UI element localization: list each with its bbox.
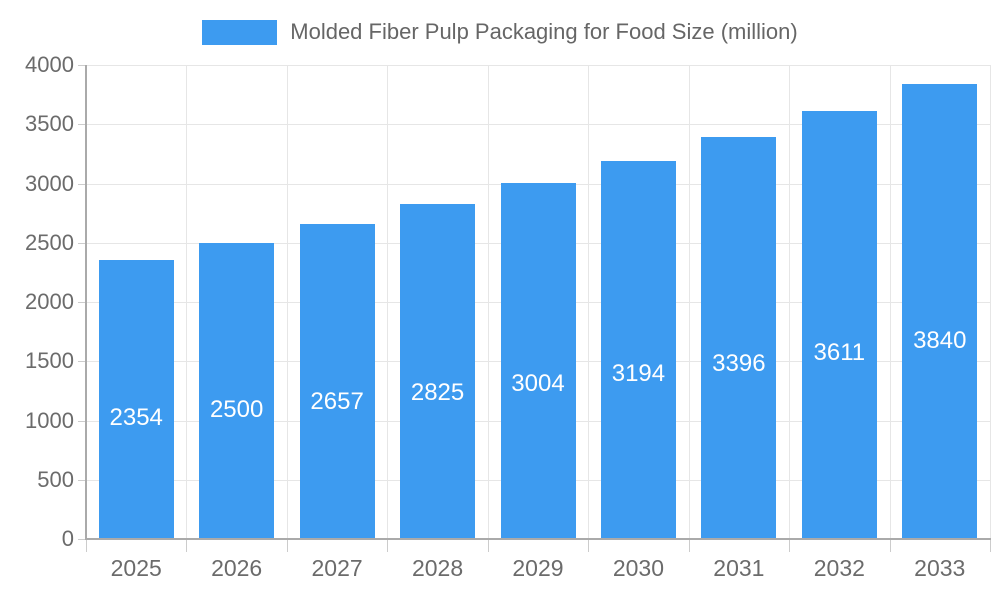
x-axis-tick-label: 2027 xyxy=(311,555,363,581)
bar-value-label: 3194 xyxy=(611,360,666,388)
y-axis-line xyxy=(85,65,87,540)
x-axis-tick-label: 2029 xyxy=(512,555,564,581)
y-axis-tick-label: 3000 xyxy=(25,170,74,196)
vertical-gridline xyxy=(588,65,589,539)
x-axis-tick-mark xyxy=(990,540,991,552)
vertical-gridline xyxy=(789,65,790,539)
bar-value-label: 2657 xyxy=(310,388,364,416)
vertical-gridline xyxy=(488,65,489,539)
plot-area: 2354 2500 2657 2825 3004 3194 3396 3611 3840 xyxy=(86,65,991,540)
y-axis-tick-mark xyxy=(78,65,86,66)
y-axis-tick-mark xyxy=(78,421,86,422)
y-axis-tick-label: 0 xyxy=(61,526,74,551)
y-axis-tick-label: 500 xyxy=(37,466,74,492)
y-axis-tick-label: 2500 xyxy=(25,229,74,255)
bar[interactable] xyxy=(299,224,375,539)
x-axis-tick-mark xyxy=(186,540,187,552)
x-axis-line xyxy=(85,538,991,540)
y-axis-tick-mark xyxy=(78,539,86,540)
y-axis-tick-mark xyxy=(78,302,86,303)
y-axis-tick-label: 1000 xyxy=(25,407,74,433)
y-axis-tick-labels: 0 500 1000 1500 2000 2500 3000 3500 4000 xyxy=(0,0,74,600)
horizontal-gridline xyxy=(86,65,990,66)
bar-value-label: 2500 xyxy=(209,396,264,424)
y-axis-tick-mark xyxy=(78,184,86,185)
y-axis-tick-label: 4000 xyxy=(25,52,74,77)
x-axis-tick-mark xyxy=(488,540,489,552)
bar[interactable] xyxy=(500,183,576,539)
vertical-gridline xyxy=(990,65,991,539)
y-axis-tick-mark xyxy=(78,124,86,125)
bar-value-label: 3396 xyxy=(712,349,766,377)
x-axis-tick-label: 2031 xyxy=(713,555,765,581)
x-axis-tick-mark xyxy=(588,540,589,552)
x-axis-tick-mark xyxy=(789,540,790,552)
bar-value-label: 2825 xyxy=(410,379,465,407)
vertical-gridline xyxy=(287,65,288,539)
x-axis-tick-mark xyxy=(86,540,87,552)
bar-value-label: 3611 xyxy=(813,338,866,366)
bar[interactable] xyxy=(199,242,275,539)
vertical-gridline xyxy=(689,65,690,539)
vertical-gridline xyxy=(387,65,388,539)
bar-value-label: 3004 xyxy=(511,370,565,398)
y-axis-tick-mark xyxy=(78,361,86,362)
bar[interactable] xyxy=(98,260,174,539)
legend-series-label: Molded Fiber Pulp Packaging for Food Siz… xyxy=(290,19,798,44)
bar-value-label: 3840 xyxy=(913,327,967,355)
y-axis-tick-label: 1500 xyxy=(25,348,74,374)
x-axis-tick-label: 2030 xyxy=(612,555,665,581)
vertical-gridline xyxy=(186,65,187,539)
bar[interactable] xyxy=(801,111,877,539)
y-axis-tick-mark xyxy=(78,480,86,481)
vertical-gridline xyxy=(890,65,891,539)
y-axis-tick-label: 2000 xyxy=(25,289,74,314)
legend-color-swatch xyxy=(202,19,278,45)
x-axis-tick-mark xyxy=(890,540,891,552)
bar[interactable] xyxy=(600,160,676,539)
horizontal-gridline xyxy=(86,124,990,125)
bar[interactable] xyxy=(701,136,777,539)
x-axis-tick-label: 2032 xyxy=(813,555,865,581)
chart-legend: Molded Fiber Pulp Packaging for Food Siz… xyxy=(0,14,1000,50)
x-axis-tick-mark xyxy=(287,540,288,552)
x-axis-tick-label: 2025 xyxy=(110,555,162,581)
x-axis-tick-mark xyxy=(387,540,388,552)
x-axis-tick-label: 2033 xyxy=(914,555,966,581)
y-axis-tick-label: 3500 xyxy=(25,111,74,137)
x-axis-tick-label: 2028 xyxy=(411,555,464,581)
bar-value-label: 2354 xyxy=(109,403,163,431)
y-axis-tick-mark xyxy=(78,243,86,244)
bar[interactable] xyxy=(902,83,978,539)
x-axis-tick-label: 2026 xyxy=(211,555,263,581)
x-axis-tick-mark xyxy=(689,540,690,552)
bar[interactable] xyxy=(400,204,476,539)
